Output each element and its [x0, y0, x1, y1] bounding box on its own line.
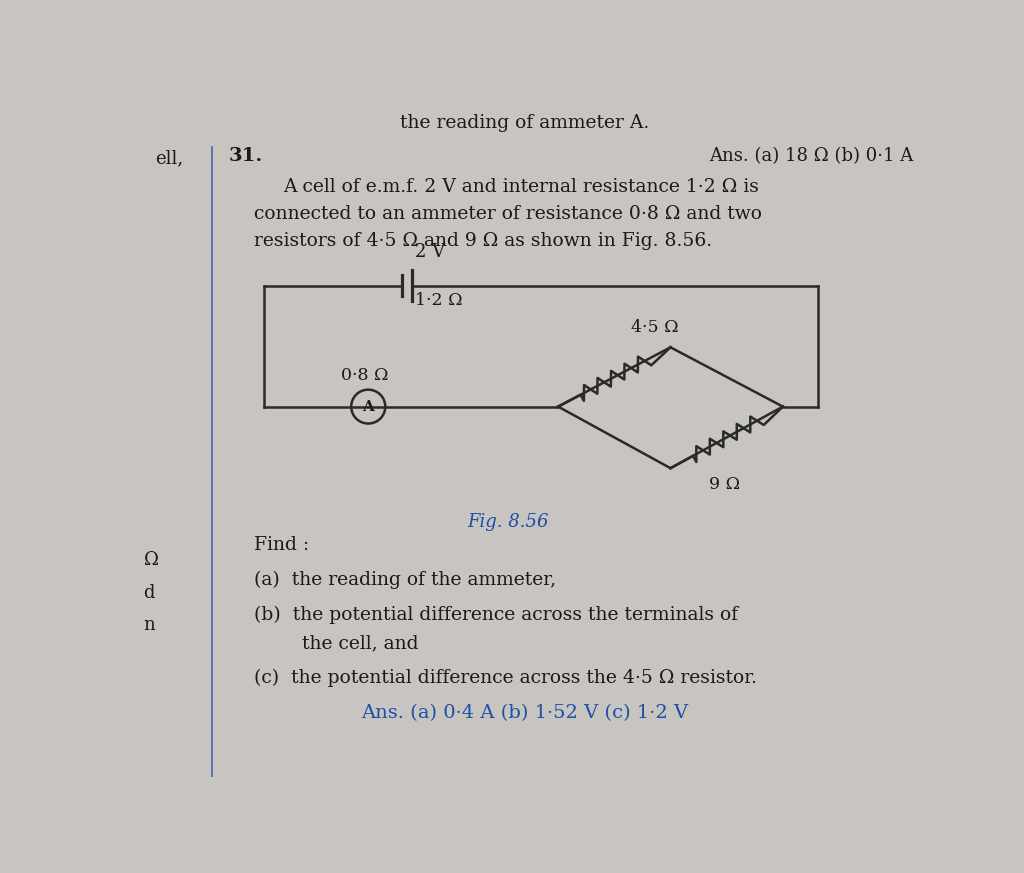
Text: (c)  the potential difference across the 4·5 Ω resistor.: (c) the potential difference across the … — [254, 669, 758, 687]
Text: 31.: 31. — [228, 148, 263, 165]
Text: Find :: Find : — [254, 536, 309, 554]
Text: Ans. (a) 0·4 A (b) 1·52 V (c) 1·2 V: Ans. (a) 0·4 A (b) 1·52 V (c) 1·2 V — [361, 704, 688, 722]
Text: A cell of e.m.f. 2 V and internal resistance 1·2 Ω is: A cell of e.m.f. 2 V and internal resist… — [283, 178, 759, 196]
Text: 4·5 Ω: 4·5 Ω — [631, 319, 679, 336]
Text: ell,: ell, — [155, 149, 183, 168]
Text: 9 Ω: 9 Ω — [710, 476, 740, 493]
Text: Fig. 8.56: Fig. 8.56 — [467, 512, 549, 531]
Text: d: d — [143, 584, 155, 601]
Text: (b)  the potential difference across the terminals of: (b) the potential difference across the … — [254, 605, 738, 623]
Text: (a)  the reading of the ammeter,: (a) the reading of the ammeter, — [254, 571, 556, 589]
Text: A: A — [362, 400, 374, 414]
Text: Ω: Ω — [143, 552, 159, 569]
Text: resistors of 4·5 Ω and 9 Ω as shown in Fig. 8.56.: resistors of 4·5 Ω and 9 Ω as shown in F… — [254, 232, 713, 250]
Text: Ans. (a) 18 Ω (b) 0·1 A: Ans. (a) 18 Ω (b) 0·1 A — [710, 148, 913, 165]
Text: 0·8 Ω: 0·8 Ω — [341, 367, 388, 383]
Text: connected to an ammeter of resistance 0·8 Ω and two: connected to an ammeter of resistance 0·… — [254, 205, 762, 223]
Text: the reading of ammeter A.: the reading of ammeter A. — [400, 114, 649, 132]
Text: the cell, and: the cell, and — [254, 635, 419, 652]
Text: n: n — [143, 616, 156, 634]
Text: 2 V: 2 V — [415, 243, 444, 261]
Text: 1·2 Ω: 1·2 Ω — [415, 292, 462, 309]
